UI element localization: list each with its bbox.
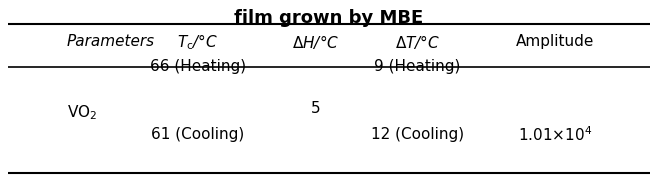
Text: 66 (Heating): 66 (Heating) <box>150 59 246 74</box>
Text: Amplitude: Amplitude <box>516 34 594 49</box>
Text: $T_{\rm c}$/°C: $T_{\rm c}$/°C <box>178 32 218 52</box>
Text: 5: 5 <box>311 101 320 116</box>
Text: VO$_2$: VO$_2$ <box>67 103 97 122</box>
Text: Parameters: Parameters <box>67 34 155 49</box>
Text: 61 (Cooling): 61 (Cooling) <box>151 127 245 142</box>
Text: 12 (Cooling): 12 (Cooling) <box>371 127 464 142</box>
Text: 1.01$\times$10$^4$: 1.01$\times$10$^4$ <box>518 126 592 144</box>
Text: $\Delta H$/°C: $\Delta H$/°C <box>292 33 340 51</box>
Text: film grown by MBE: film grown by MBE <box>234 9 424 27</box>
Text: 9 (Heating): 9 (Heating) <box>374 59 461 74</box>
Text: $\Delta T$/°C: $\Delta T$/°C <box>395 33 440 51</box>
